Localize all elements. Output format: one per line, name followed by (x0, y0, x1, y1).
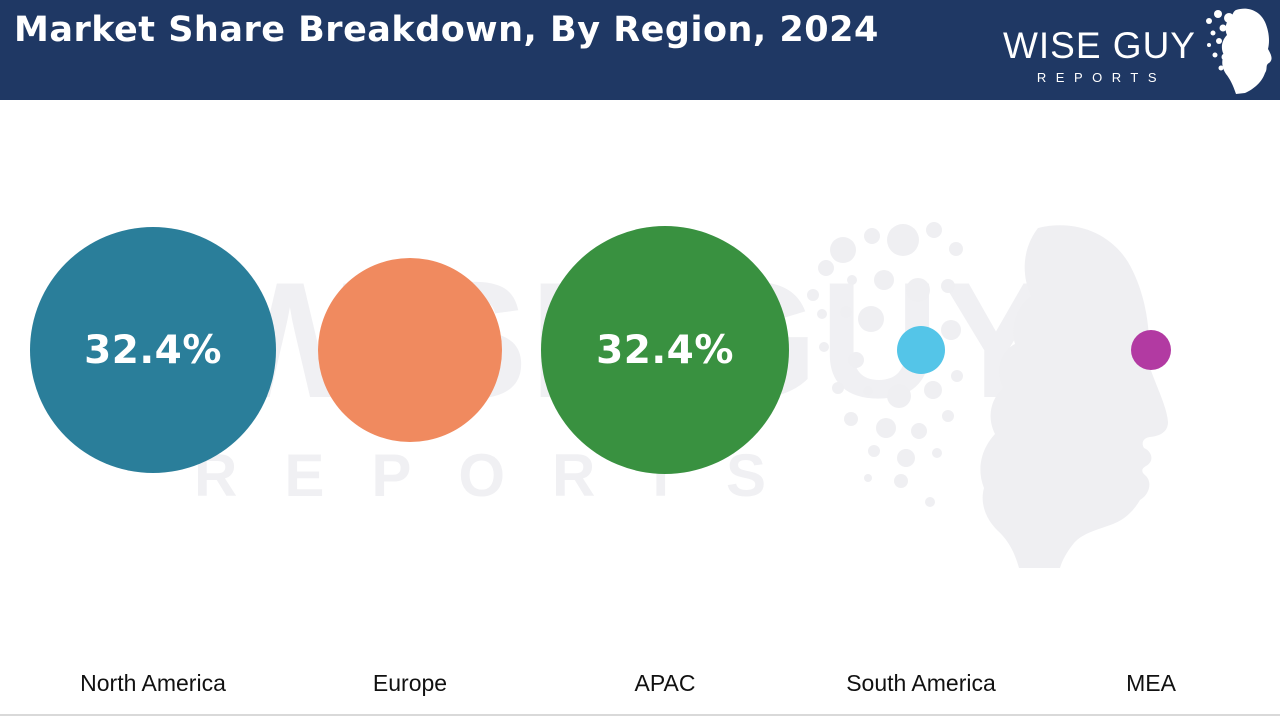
category-label-apac: APAC (635, 670, 696, 697)
bubble-mea[interactable] (1131, 330, 1171, 370)
bubble-europe[interactable] (318, 258, 502, 442)
bubble-north-america[interactable]: 32.4% (30, 227, 276, 473)
bubble-south-america[interactable] (897, 326, 945, 374)
bubble-value-label: 32.4% (596, 328, 734, 373)
brand-logo: WISE GUY REPORTS (1003, 0, 1280, 92)
logo-wordmark: WISE GUY (1003, 25, 1196, 67)
logo-text-block: WISE GUY REPORTS (1003, 25, 1196, 85)
category-label-south-america: South America (846, 670, 996, 697)
category-label-north-america: North America (80, 670, 226, 697)
bubble-chart-canvas: WISE GUY REPORTS 32.4% 32.4% North A (0, 100, 1280, 720)
category-label-europe: Europe (373, 670, 447, 697)
logo-reports-text: REPORTS (1037, 70, 1166, 85)
bubble-value-label: 32.4% (84, 328, 222, 373)
bottom-divider (0, 714, 1280, 716)
header-bar: Market Share Breakdown, By Region, 2024 … (0, 0, 1280, 100)
bubble-apac[interactable]: 32.4% (541, 226, 789, 474)
page-title: Market Share Breakdown, By Region, 2024 (0, 0, 879, 50)
logo-face-icon (1202, 5, 1274, 95)
category-label-mea: MEA (1126, 670, 1176, 697)
